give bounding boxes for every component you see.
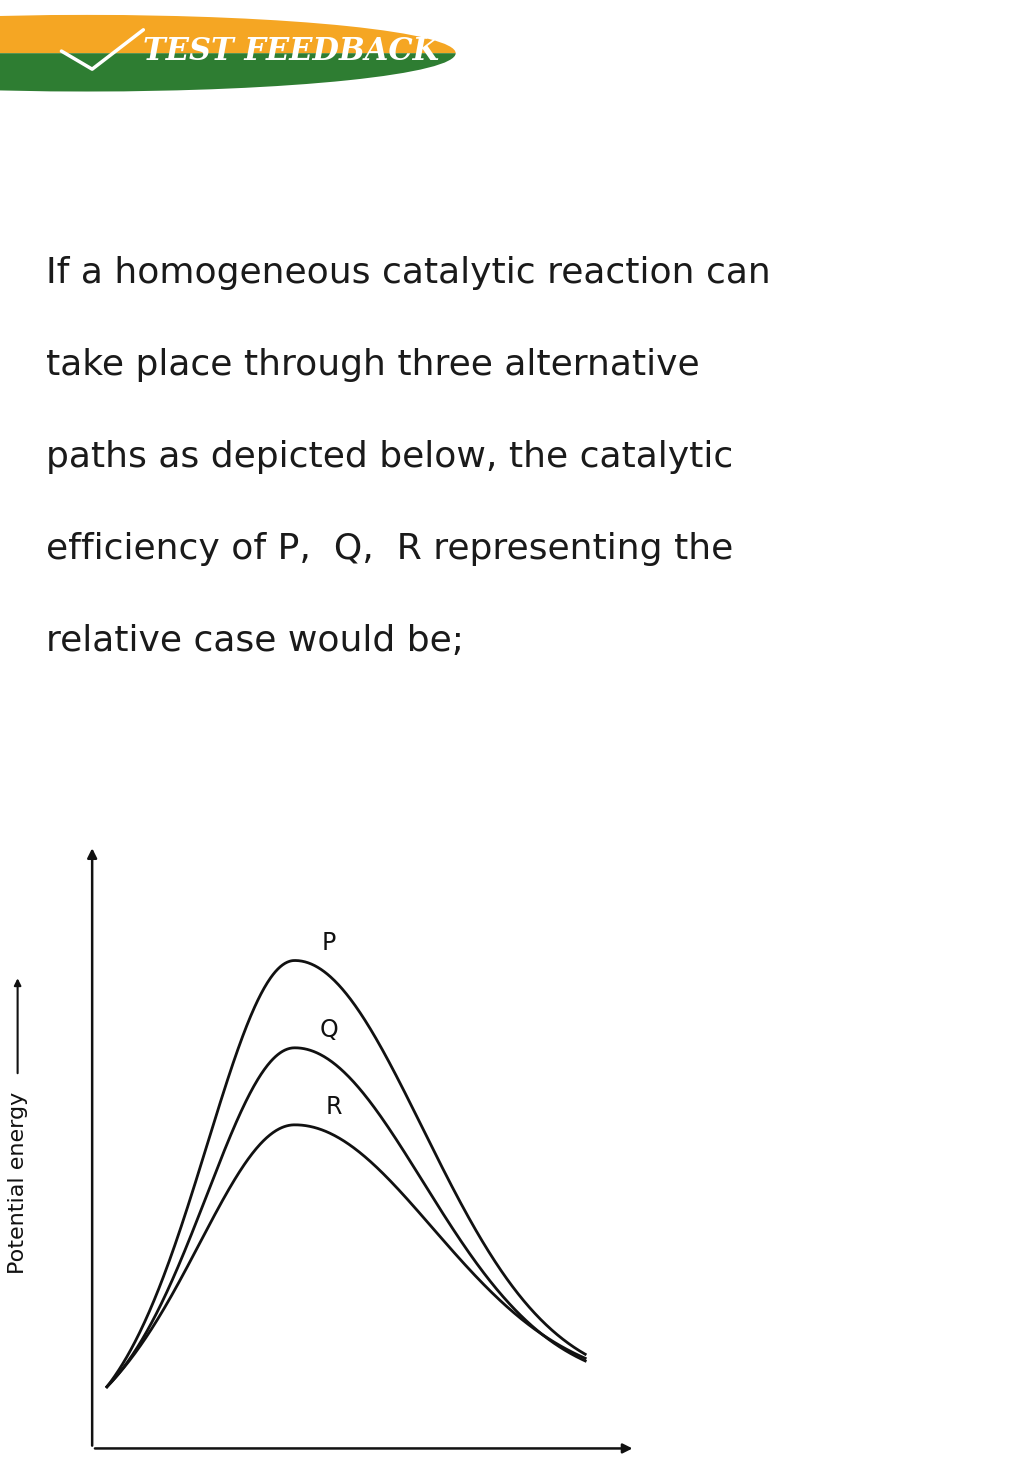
Text: P: P	[322, 931, 336, 955]
Text: take place through three alternative: take place through three alternative	[46, 347, 699, 381]
Text: TEST FEEDBACK: TEST FEEDBACK	[143, 35, 439, 67]
Text: R: R	[326, 1095, 342, 1119]
Text: relative case would be;: relative case would be;	[46, 624, 464, 658]
Text: If a homogeneous catalytic reaction can: If a homogeneous catalytic reaction can	[46, 256, 771, 290]
Text: Q.3   SINGLE CHOICE: Q.3 SINGLE CHOICE	[41, 142, 362, 170]
Text: paths as depicted below, the catalytic: paths as depicted below, the catalytic	[46, 440, 733, 474]
Text: Q: Q	[319, 1018, 338, 1042]
Wedge shape	[0, 53, 456, 92]
Text: efficiency of P,  Q,  R representing the: efficiency of P, Q, R representing the	[46, 532, 733, 566]
Text: <: <	[6, 34, 39, 72]
Text: Potential energy: Potential energy	[7, 1091, 28, 1274]
Wedge shape	[0, 15, 456, 53]
